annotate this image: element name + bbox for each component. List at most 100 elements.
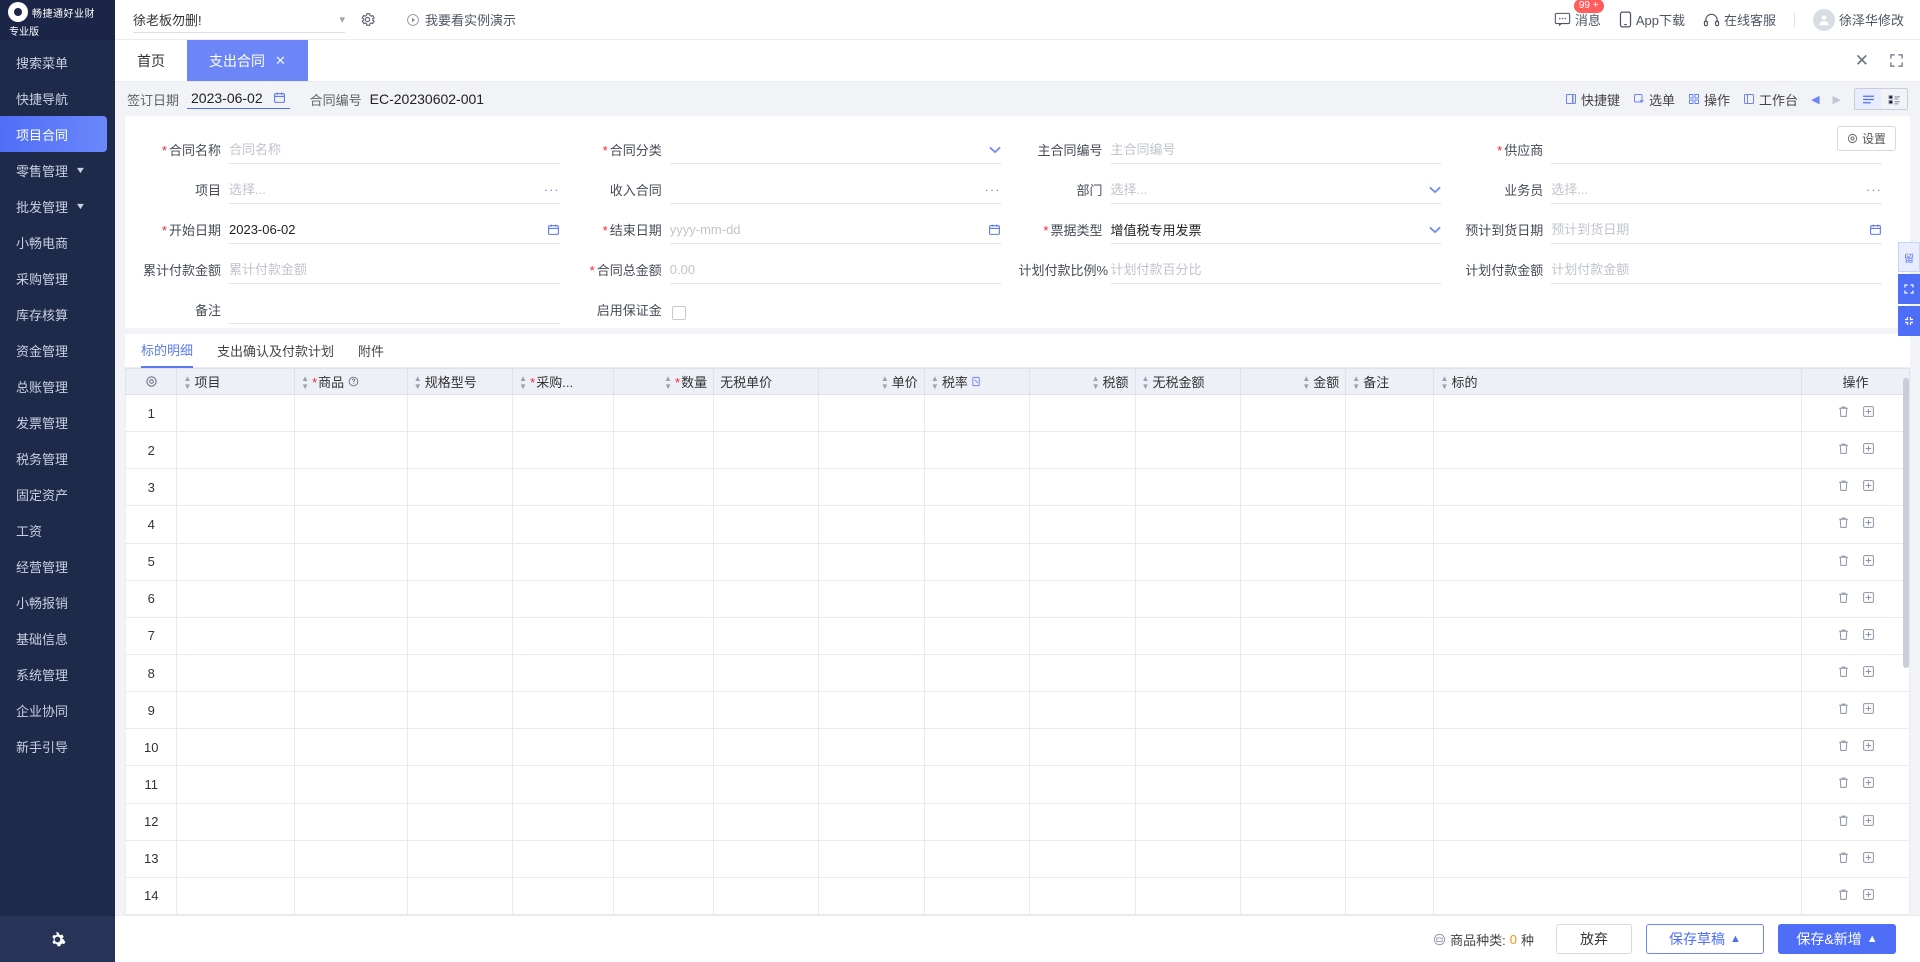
table-cell[interactable] xyxy=(1239,393,1347,433)
add-row-icon[interactable] xyxy=(1862,628,1875,641)
table-cell[interactable] xyxy=(176,505,296,544)
table-cell[interactable] xyxy=(512,691,614,730)
sort-icon[interactable]: ▲ ▼ xyxy=(519,374,528,392)
table-row[interactable]: 7 xyxy=(125,616,1910,655)
table-cell[interactable] xyxy=(612,393,715,433)
form-field-input[interactable] xyxy=(229,142,560,157)
table-cell[interactable] xyxy=(1433,616,1803,655)
chevron-down-icon[interactable] xyxy=(1423,186,1441,194)
table-column-header-8[interactable]: ▲ ▼ 税额 xyxy=(1029,368,1136,395)
list-view-icon[interactable] xyxy=(1855,89,1881,109)
table-cell[interactable] xyxy=(1345,691,1435,730)
table-cell[interactable] xyxy=(713,505,820,544)
calendar-icon[interactable] xyxy=(273,91,286,104)
edit-icon[interactable] xyxy=(971,375,982,390)
table-cell[interactable] xyxy=(1029,691,1136,730)
table-cell[interactable] xyxy=(923,691,1031,730)
table-cell[interactable] xyxy=(512,839,614,878)
form-field-control[interactable] xyxy=(1110,218,1442,244)
table-cell[interactable] xyxy=(176,431,296,470)
table-cell[interactable] xyxy=(1433,876,1803,915)
sort-icon[interactable]: ▲ ▼ xyxy=(664,374,673,392)
table-cell[interactable] xyxy=(512,653,614,693)
sidebar-item-6[interactable]: 采购管理 xyxy=(0,260,115,296)
table-cell[interactable] xyxy=(1433,802,1803,841)
table-column-header-10[interactable]: ▲ ▼ 金额 xyxy=(1239,368,1347,395)
table-column-header-7[interactable]: ▲ ▼ 税率 xyxy=(923,368,1031,395)
table-column-header-11[interactable]: ▲ ▼ 备注 xyxy=(1345,368,1435,395)
table-cell[interactable] xyxy=(1029,765,1136,804)
table-cell[interactable] xyxy=(612,579,715,618)
table-cell[interactable] xyxy=(1345,505,1435,544)
select-doc-button[interactable]: 选单 xyxy=(1633,90,1675,109)
table-cell[interactable] xyxy=(1134,765,1241,804)
form-field-input[interactable] xyxy=(669,222,982,237)
table-cell[interactable] xyxy=(713,691,820,730)
table-cell[interactable] xyxy=(1134,468,1241,507)
table-cell[interactable] xyxy=(612,616,715,655)
table-cell[interactable] xyxy=(612,505,715,544)
sidebar-settings-button[interactable] xyxy=(0,916,115,962)
table-cell[interactable] xyxy=(176,765,296,804)
table-cell[interactable] xyxy=(923,616,1031,655)
form-field-control[interactable] xyxy=(1110,138,1442,164)
table-cell[interactable] xyxy=(612,839,715,878)
form-field-input[interactable] xyxy=(1110,142,1442,157)
detail-tab-0[interactable]: 标的明细 xyxy=(141,334,194,368)
sidebar-item-18[interactable]: 企业协同 xyxy=(0,692,115,728)
add-row-icon[interactable] xyxy=(1862,442,1875,455)
table-cell[interactable] xyxy=(1239,802,1347,841)
table-cell[interactable] xyxy=(818,542,925,581)
table-cell[interactable] xyxy=(512,431,614,470)
table-cell[interactable] xyxy=(406,616,514,655)
sort-icon[interactable]: ▲ ▼ xyxy=(301,374,309,392)
sidebar-item-8[interactable]: 资金管理 xyxy=(0,332,115,368)
table-cell[interactable] xyxy=(406,876,514,915)
delete-icon[interactable] xyxy=(1837,405,1850,418)
table-column-header-2[interactable]: ▲ ▼ 规格型号 xyxy=(406,368,514,395)
table-cell[interactable] xyxy=(923,505,1031,544)
table-cell[interactable] xyxy=(1345,653,1435,693)
table-column-header-12[interactable]: ▲ ▼ 标的 xyxy=(1433,368,1803,395)
table-cell[interactable] xyxy=(713,765,820,804)
table-column-header-0[interactable]: ▲ ▼ 项目 xyxy=(176,368,296,395)
table-cell[interactable] xyxy=(294,653,408,693)
more-options-icon[interactable]: ··· xyxy=(984,182,1001,197)
table-cell[interactable] xyxy=(1239,542,1347,581)
operations-button[interactable]: 操作 xyxy=(1688,90,1730,109)
table-cell[interactable] xyxy=(818,431,925,470)
form-field-input[interactable] xyxy=(1551,262,1882,277)
save-draft-button[interactable]: 保存草稿 ▲ xyxy=(1646,924,1764,954)
table-row[interactable]: 4 xyxy=(125,505,1910,544)
column-settings-header[interactable] xyxy=(125,368,178,395)
sidebar-item-10[interactable]: 发票管理 xyxy=(0,404,115,440)
table-cell[interactable] xyxy=(923,839,1031,878)
sign-date-field[interactable]: 2023-06-02 xyxy=(187,90,290,109)
table-column-header-9[interactable]: ▲ ▼ 无税金额 xyxy=(1134,368,1241,395)
form-field-input[interactable] xyxy=(1110,262,1442,277)
add-row-icon[interactable] xyxy=(1862,554,1875,567)
add-row-icon[interactable] xyxy=(1862,665,1875,678)
form-field-input[interactable] xyxy=(229,302,560,317)
table-row[interactable]: 9 xyxy=(125,691,1910,730)
sidebar-item-1[interactable]: 快捷导航 xyxy=(0,80,115,116)
sort-icon[interactable]: ▲ ▼ xyxy=(1141,374,1150,392)
table-cell[interactable] xyxy=(1345,468,1435,507)
table-cell[interactable] xyxy=(1345,802,1435,841)
table-cell[interactable] xyxy=(512,542,614,581)
table-cell[interactable] xyxy=(923,802,1031,841)
table-cell[interactable] xyxy=(406,542,514,581)
table-cell[interactable] xyxy=(612,728,715,767)
table-cell[interactable] xyxy=(406,802,514,841)
table-cell[interactable] xyxy=(818,876,925,915)
table-row[interactable]: 2 xyxy=(125,431,1910,470)
table-cell[interactable] xyxy=(1239,431,1347,470)
vertical-scrollbar[interactable] xyxy=(1902,368,1910,915)
sort-icon[interactable]: ▲ ▼ xyxy=(413,374,422,392)
form-field-control[interactable] xyxy=(1551,258,1882,284)
more-options-icon[interactable]: ··· xyxy=(1866,182,1882,197)
table-cell[interactable] xyxy=(406,468,514,507)
sidebar-item-0[interactable]: 搜索菜单 xyxy=(0,44,115,80)
more-options-icon[interactable]: ··· xyxy=(543,182,560,197)
table-cell[interactable] xyxy=(406,691,514,730)
